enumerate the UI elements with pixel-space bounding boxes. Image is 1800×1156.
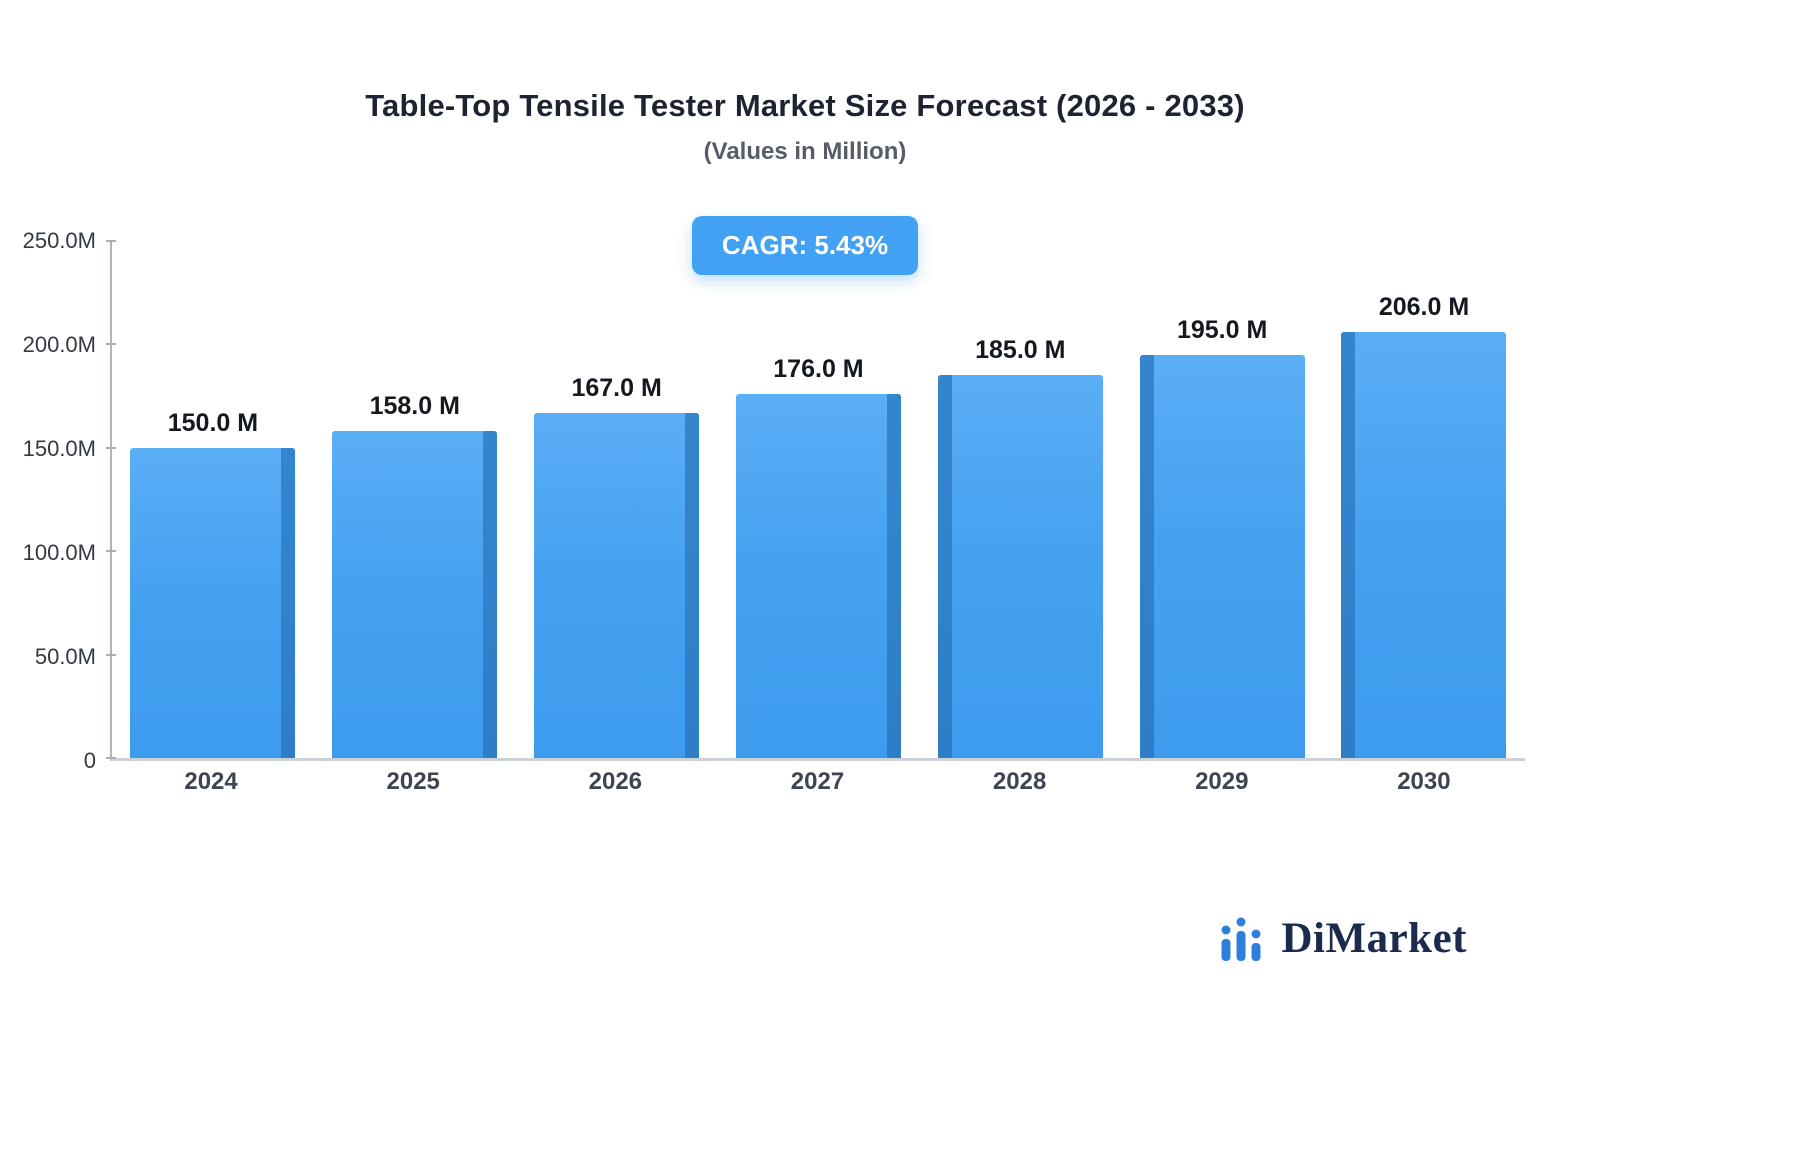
bar-value-label: 158.0 M [369,392,460,421]
bar-3d-shade [281,447,296,758]
bar-slot-2030: 206.0 M [1341,241,1507,758]
bar-slot-2028: 185.0 M [937,241,1103,758]
x-axis-label-2030: 2030 [1397,768,1451,795]
bar-3d-shade [483,431,498,758]
bar-value-label: 206.0 M [1378,293,1470,321]
cagr-badge: CAGR: 5.43% [691,216,919,275]
x-axis-label-2027: 2027 [790,768,845,795]
bar-2029 [1139,354,1305,758]
badge-row: CAGR: 5.43% [15,216,1595,275]
bar-3d-shade [685,412,700,758]
bar-value-label: 176.0 M [773,355,864,384]
y-tick-label: 50.0M [34,644,96,669]
plot-area: 150.0 M 158.0 M 167.0 M 176.0 M 185.0 M 195.0… [106,240,1525,761]
bar-value-label: 167.0 M [571,373,662,402]
y-axis: 0 50.0M 100.0M 150.0M 200.0M 250.0M [15,228,110,773]
bar-2027 [735,394,901,758]
bar-3d-shade [1139,354,1154,758]
y-tickmark [106,446,116,449]
y-tickmark [106,653,116,656]
bar-3d-shade [886,394,901,758]
bar-slot-2029: 195.0 M [1139,241,1305,758]
x-axis-label-2026: 2026 [588,768,643,795]
y-tick-label: 0 [83,748,96,773]
bar-value-label: 195.0 M [1176,315,1268,344]
x-axis-label-2029: 2029 [1195,768,1249,795]
chart-header: Table-Top Tensile Tester Market Size For… [15,0,1595,275]
bars-container: 150.0 M 158.0 M 167.0 M 176.0 M 185.0 M 195.0… [112,241,1525,758]
bar-slot-2026: 167.0 M [534,241,700,758]
y-tick-label: 200.0M [22,332,96,357]
x-axis-label-2024: 2024 [184,768,238,795]
x-axis-label-2025: 2025 [386,768,440,795]
y-tick-label: 250.0M [22,228,96,253]
y-tickmark [106,550,116,553]
chart-subtitle: (Values in Million) [703,138,907,165]
bar-2025 [332,431,498,758]
bar-value-label: 150.0 M [167,408,259,437]
y-tick-label: 150.0M [22,436,96,461]
y-tickmark [106,757,116,759]
bar-value-label: 185.0 M [975,336,1066,365]
bar-3d-shade [937,375,952,758]
x-axis-label-2028: 2028 [992,768,1047,795]
bar-2024 [130,447,296,758]
bar-2028 [937,375,1103,758]
bar-chart-logo-icon [1221,917,1260,961]
bar-chart: 0 50.0M 100.0M 150.0M 200.0M 250.0M 150.0 M 15… [0,228,1800,795]
y-tick-label: 100.0M [22,540,96,565]
brand-name: DiMarket [1281,915,1467,962]
chart-title: Table-Top Tensile Tester Market Size For… [365,88,1245,123]
y-tickmark [106,240,116,242]
chart-plot-wrapper: 0 50.0M 100.0M 150.0M 200.0M 250.0M 150.0 M 15… [15,228,1525,773]
bar-3d-shade [1341,332,1356,758]
bar-slot-2027: 176.0 M [735,241,901,758]
brand-logo: DiMarket [1218,914,1468,963]
bar-2030 [1341,332,1507,758]
bar-slot-2025: 158.0 M [332,241,498,758]
y-tickmark [106,343,116,346]
bar-slot-2024: 150.0 M [130,241,296,758]
x-axis-labels: 2024 2025 2026 2027 2028 2029 2030 [110,768,1525,796]
bar-2026 [534,412,700,758]
